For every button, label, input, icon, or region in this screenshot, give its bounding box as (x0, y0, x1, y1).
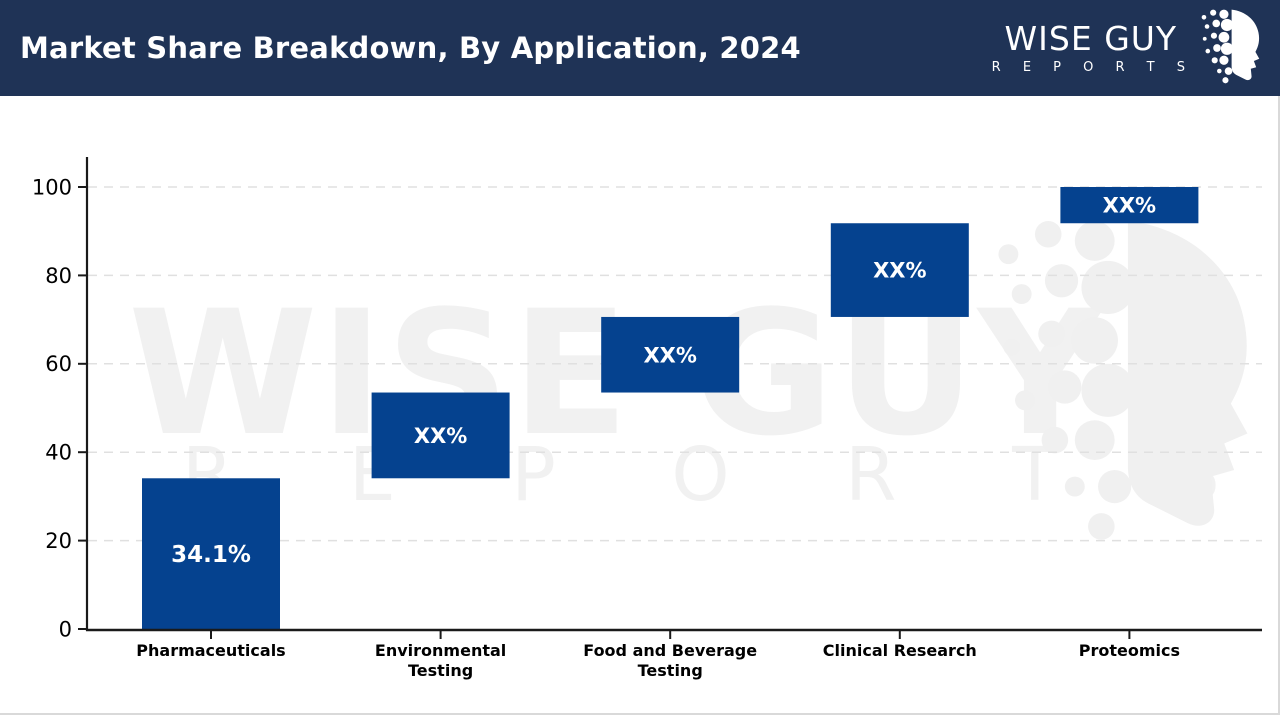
bar-segment (371, 392, 510, 479)
logo-subtitle: R E P O R T S (991, 60, 1194, 75)
logo-wordmark: WISE GUY (1004, 19, 1178, 58)
y-tick-label: 60 (45, 352, 72, 376)
x-category-label: Pharmaceuticals (136, 641, 285, 660)
right-divider (1278, 96, 1280, 715)
bottom-divider (0, 713, 1280, 715)
y-tick-label: 40 (45, 441, 72, 465)
x-category-label: Food and Beverage (583, 641, 757, 660)
y-tick-label: 100 (32, 175, 72, 199)
x-category-label: Proteomics (1079, 641, 1180, 660)
bar-segment (142, 478, 280, 629)
bar-segment (601, 316, 740, 393)
y-tick-label: 20 (45, 529, 72, 553)
bar-segment (1060, 187, 1199, 224)
page-title: Market Share Breakdown, By Application, … (20, 31, 801, 65)
watermark-head-icon (998, 221, 1248, 540)
bar-value-label: XX% (1103, 194, 1156, 218)
x-category-label: Clinical Research (823, 641, 977, 660)
y-tick-label: 80 (45, 264, 72, 288)
x-category-label: Testing (638, 661, 703, 680)
x-category-label: Environmental (375, 641, 506, 660)
header: Market Share Breakdown, By Application, … (0, 0, 1280, 96)
x-category-label: Testing (408, 661, 473, 680)
bar-value-label: XX% (873, 259, 926, 283)
logo-head-icon (1201, 9, 1260, 84)
wiseguy-logo: WISE GUY R E P O R T S (988, 5, 1266, 91)
logo-text: WISE GUY R E P O R T S (988, 22, 1194, 74)
bar-value-label: XX% (414, 424, 467, 448)
bar-segment (830, 223, 969, 317)
y-tick-label: 0 (59, 617, 72, 641)
bar-value-label: XX% (643, 343, 696, 367)
bar-value-label: 34.1% (171, 542, 251, 568)
